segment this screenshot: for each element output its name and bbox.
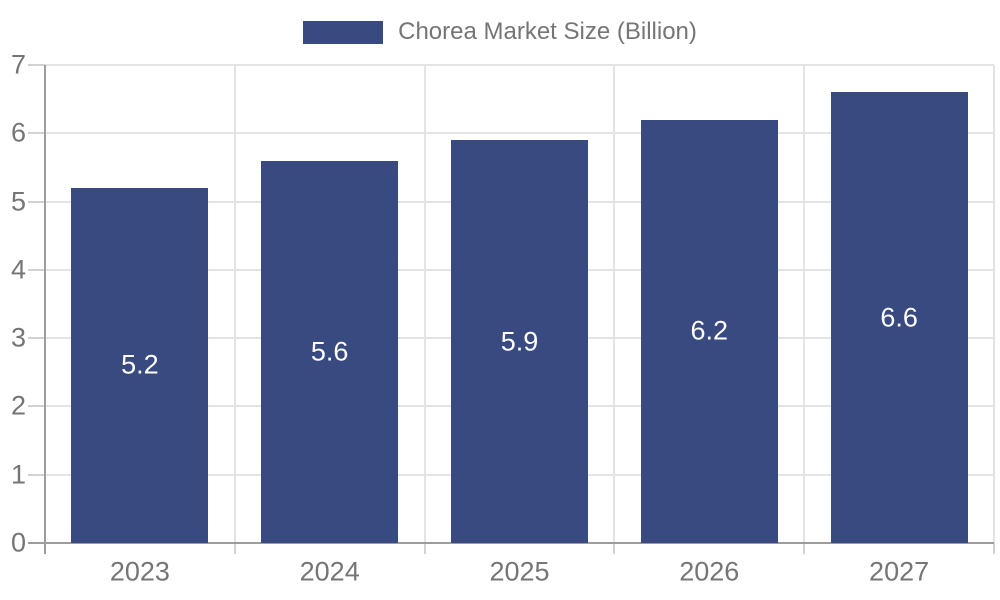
gridline-vertical — [423, 65, 426, 543]
y-axis-tick-label: 0 — [10, 527, 26, 558]
x-axis-tick — [803, 543, 806, 554]
bar — [640, 119, 778, 543]
y-axis-tick — [28, 64, 45, 66]
x-axis-tick-label: 2025 — [489, 556, 550, 587]
bar-value-label: 6.2 — [690, 315, 729, 346]
gridline-vertical — [233, 65, 236, 543]
y-axis-tick — [28, 405, 45, 408]
bar — [71, 187, 209, 543]
gridline-vertical — [803, 65, 806, 543]
y-axis-tick — [28, 473, 45, 476]
bar-value-label: 5.9 — [500, 326, 539, 357]
x-axis-line — [28, 542, 994, 544]
y-axis-tick — [28, 132, 45, 135]
x-axis-tick-label: 2024 — [299, 556, 360, 587]
y-axis-tick-label: 6 — [10, 117, 26, 148]
gridline-horizontal — [45, 64, 994, 66]
x-axis-tick-label: 2026 — [679, 556, 740, 587]
x-axis-tick — [423, 543, 426, 554]
y-axis-line — [44, 65, 46, 554]
x-axis-tick — [613, 543, 616, 554]
y-axis-tick-label: 5 — [10, 186, 26, 217]
bar — [261, 160, 399, 543]
y-axis-tick-label: 1 — [10, 459, 26, 490]
bar — [830, 92, 968, 543]
legend-label: Chorea Market Size (Billion) — [398, 18, 697, 45]
bar-value-label: 5.6 — [310, 336, 349, 367]
x-axis-tick — [993, 543, 995, 554]
legend-item[interactable]: Chorea Market Size (Billion) — [303, 18, 697, 46]
y-axis-tick-label: 2 — [10, 390, 26, 421]
legend-swatch — [303, 20, 384, 44]
bar-value-label: 5.2 — [121, 349, 159, 380]
x-axis-tick — [233, 543, 236, 554]
bar-value-label: 6.6 — [880, 302, 918, 333]
gridline-vertical — [993, 65, 995, 543]
bar — [451, 140, 588, 543]
y-axis-tick — [28, 337, 45, 340]
gridline-vertical — [613, 65, 616, 543]
y-axis-tick-label: 3 — [10, 322, 26, 353]
y-axis-tick-label: 7 — [10, 49, 26, 80]
x-axis-tick-label: 2027 — [869, 556, 930, 587]
y-axis-tick-label: 4 — [10, 254, 26, 285]
y-axis-tick — [28, 268, 45, 271]
chart-legend: Chorea Market Size (Billion) — [0, 18, 1000, 46]
y-axis-tick — [28, 200, 45, 203]
x-axis-tick-label: 2023 — [109, 556, 170, 587]
gridline-horizontal — [45, 132, 994, 135]
